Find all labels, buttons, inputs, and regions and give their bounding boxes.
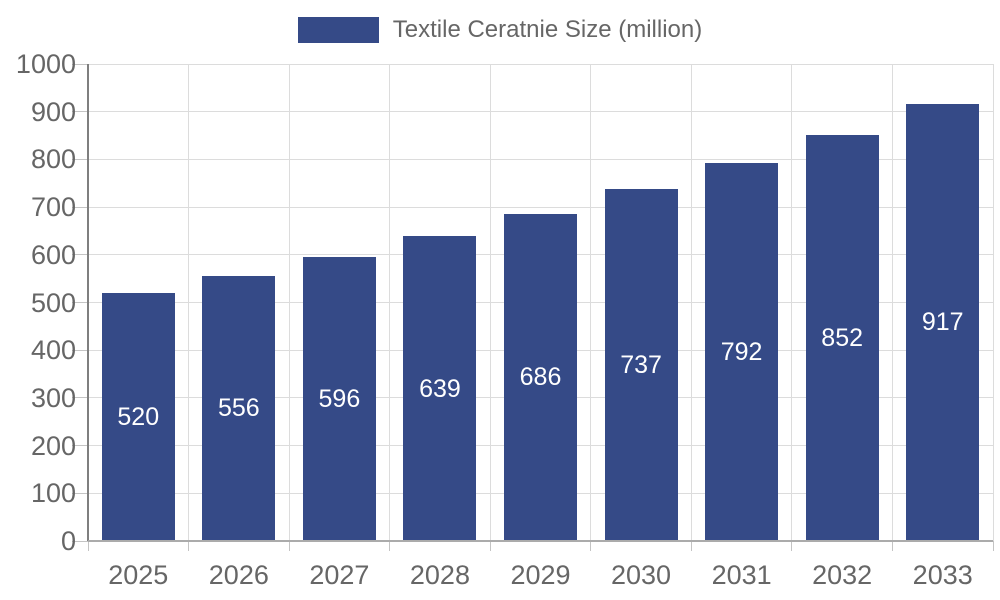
- x-axis-tick: [188, 541, 190, 551]
- x-gridline: [590, 64, 592, 541]
- y-axis-tick: [72, 302, 88, 303]
- bar-value-label: 639: [419, 374, 461, 403]
- bar-2033: [906, 103, 980, 540]
- x-gridline: [690, 64, 692, 541]
- y-gridline: [88, 158, 993, 160]
- bar-value-label: 596: [318, 384, 361, 413]
- x-axis-label: 2031: [711, 560, 772, 590]
- y-axis-line: [87, 64, 89, 541]
- y-axis-label: 900: [30, 96, 76, 127]
- x-axis-line: [88, 540, 993, 542]
- bar-2029: [504, 213, 577, 540]
- y-axis-label: 500: [30, 287, 76, 318]
- x-axis-label: 2028: [409, 560, 470, 590]
- bar-value-label: 852: [821, 323, 864, 352]
- y-axis-tick: [72, 111, 88, 113]
- x-gridline: [791, 64, 793, 541]
- y-axis-label: 800: [30, 144, 76, 175]
- x-axis-tick: [288, 541, 290, 551]
- bar-2030: [604, 189, 678, 540]
- bar-value-label: 686: [519, 363, 562, 392]
- bar-2031: [705, 163, 779, 540]
- y-axis-tick: [72, 158, 88, 160]
- y-axis-label: 300: [30, 382, 76, 413]
- bar-2026: [202, 275, 276, 540]
- y-axis-label: 1000: [15, 49, 76, 79]
- y-axis-tick: [72, 445, 88, 447]
- y-axis-tick: [72, 206, 88, 208]
- x-axis-tick: [87, 541, 89, 551]
- x-gridline: [288, 64, 290, 541]
- bar-value-label: 792: [720, 338, 763, 367]
- x-gridline: [992, 64, 994, 541]
- y-axis-label: 600: [30, 239, 76, 270]
- y-axis-label: 400: [30, 335, 76, 366]
- y-axis-tick: [72, 254, 88, 256]
- y-axis-label: 0: [60, 526, 76, 556]
- bar-value-label: 556: [217, 394, 260, 423]
- x-axis-label: 2033: [912, 560, 973, 590]
- x-axis-label: 2025: [108, 560, 169, 590]
- x-axis-tick: [791, 541, 793, 551]
- x-gridline: [188, 64, 190, 541]
- x-axis-tick: [992, 541, 994, 551]
- y-axis-tick: [72, 397, 88, 399]
- x-axis-tick: [590, 541, 592, 551]
- x-axis-label: 2030: [611, 560, 672, 590]
- y-axis-label: 100: [30, 478, 76, 509]
- y-gridline: [88, 111, 993, 113]
- legend: Textile Ceratnie Size (million): [0, 16, 1000, 44]
- bar-value-label: 737: [620, 351, 662, 380]
- x-gridline: [389, 64, 391, 541]
- bar-value-label: 520: [117, 402, 160, 431]
- legend-label: Textile Ceratnie Size (million): [392, 16, 703, 43]
- y-axis-tick: [72, 540, 88, 542]
- x-gridline: [489, 64, 491, 541]
- y-axis-label: 200: [30, 430, 76, 461]
- bar-2028: [403, 236, 477, 540]
- x-axis-tick: [489, 541, 491, 551]
- x-axis-label: 2029: [510, 560, 571, 590]
- y-axis-tick: [72, 492, 88, 494]
- y-axis-tick: [72, 349, 88, 351]
- x-axis-label: 2027: [309, 560, 370, 590]
- bar-2032: [805, 134, 879, 540]
- legend-swatch: [297, 17, 379, 43]
- bar-2027: [302, 256, 376, 540]
- y-axis-tick: [72, 63, 88, 65]
- x-axis-tick: [891, 541, 893, 551]
- x-axis-label: 2026: [208, 560, 269, 590]
- x-axis-tick: [690, 541, 692, 551]
- bar-2025: [101, 292, 175, 540]
- y-gridline: [88, 206, 993, 208]
- x-gridline: [891, 64, 893, 541]
- y-axis-label: 700: [30, 192, 76, 223]
- y-gridline: [88, 63, 993, 65]
- bar-value-label: 917: [921, 308, 964, 337]
- x-axis-tick: [389, 541, 391, 551]
- x-axis-label: 2032: [812, 560, 873, 590]
